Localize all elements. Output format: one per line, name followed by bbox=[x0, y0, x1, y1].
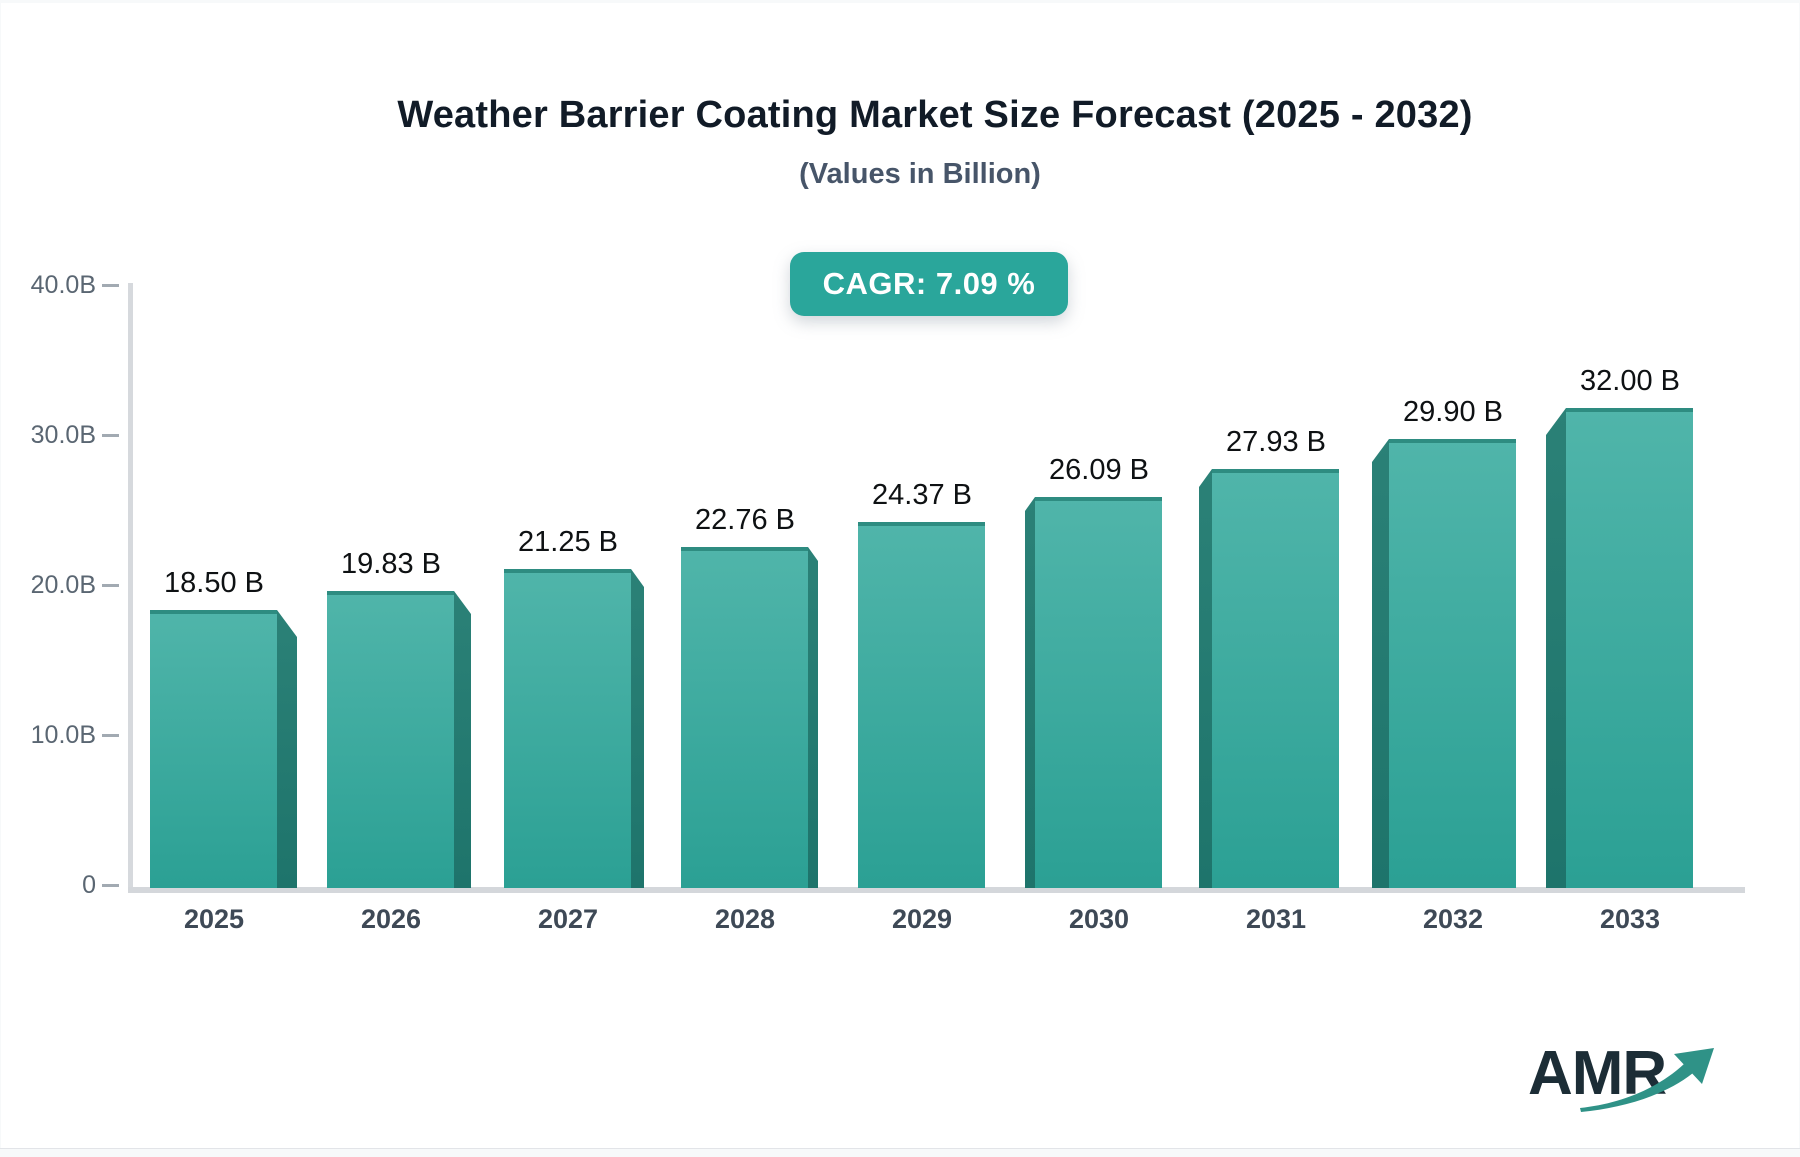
bar-top-edge bbox=[504, 569, 631, 573]
x-axis-label: 2026 bbox=[360, 904, 422, 934]
bar-front-2025 bbox=[150, 610, 277, 888]
bar-value-label: 21.25 B bbox=[518, 526, 618, 558]
bar-side-2026 bbox=[454, 591, 471, 888]
y-axis-label: 40.0B bbox=[30, 271, 96, 299]
x-axis-label: 2032 bbox=[1422, 904, 1484, 934]
bar-side-2030 bbox=[1025, 497, 1035, 888]
x-axis-label: 2033 bbox=[1599, 904, 1661, 934]
bar-top-edge bbox=[858, 522, 985, 526]
bar-value-label: 27.93 B bbox=[1226, 426, 1326, 458]
bar-top-edge bbox=[1566, 408, 1693, 412]
bar-front-2027 bbox=[504, 569, 631, 888]
bar-top-edge bbox=[1035, 497, 1162, 501]
bar-side-2027 bbox=[631, 569, 644, 888]
page-subtitle: (Values in Billion) bbox=[799, 158, 1041, 190]
y-axis-line bbox=[128, 283, 133, 892]
bar-top-edge bbox=[150, 610, 277, 614]
x-axis-label: 2031 bbox=[1245, 904, 1307, 934]
x-axis-label: 2025 bbox=[183, 904, 245, 934]
x-axis-label: 2029 bbox=[891, 904, 953, 934]
bar-front-2032 bbox=[1389, 439, 1516, 888]
page-title: Weather Barrier Coating Market Size Fore… bbox=[397, 94, 1473, 136]
bar-side-2028 bbox=[808, 547, 818, 888]
bar-side-2032 bbox=[1372, 439, 1389, 888]
bar-value-label: 29.90 B bbox=[1403, 396, 1503, 428]
bar-front-2026 bbox=[327, 591, 454, 888]
bar-top-edge bbox=[681, 547, 808, 551]
bar-top-edge bbox=[1389, 439, 1516, 443]
cagr-badge: CAGR: 7.09 % bbox=[790, 252, 1068, 316]
y-axis-tick bbox=[102, 434, 119, 437]
bar-front-2033 bbox=[1566, 408, 1693, 888]
bar-side-2033 bbox=[1546, 408, 1566, 888]
bar-value-label: 19.83 B bbox=[341, 548, 441, 580]
bar-value-label: 18.50 B bbox=[164, 567, 264, 599]
bar-side-2025 bbox=[277, 610, 297, 888]
y-axis-tick bbox=[102, 584, 119, 587]
y-axis-label: 30.0B bbox=[30, 421, 96, 449]
bar-side-2031 bbox=[1199, 469, 1212, 888]
bar-front-2028 bbox=[681, 547, 808, 888]
bar-value-label: 24.37 B bbox=[872, 479, 972, 511]
y-axis-tick bbox=[102, 734, 119, 737]
bar-front-2029 bbox=[858, 522, 985, 888]
x-axis-label: 2027 bbox=[537, 904, 599, 934]
bar-value-label: 22.76 B bbox=[695, 504, 795, 536]
y-axis-label: 20.0B bbox=[30, 571, 96, 599]
bar-value-label: 32.00 B bbox=[1580, 365, 1680, 397]
page-bottom-edge bbox=[0, 1148, 1800, 1157]
bar-value-label: 26.09 B bbox=[1049, 454, 1149, 486]
x-axis-label: 2028 bbox=[714, 904, 776, 934]
y-axis-tick bbox=[102, 284, 119, 287]
bar-top-edge bbox=[1212, 469, 1339, 473]
x-axis-baseline bbox=[128, 887, 1745, 893]
bar-front-2030 bbox=[1035, 497, 1162, 888]
bar-top-edge bbox=[327, 591, 454, 595]
trend-up-arrow-icon bbox=[1580, 1048, 1714, 1112]
bar-front-2031 bbox=[1212, 469, 1339, 888]
y-axis-label: 10.0B bbox=[30, 721, 96, 749]
cagr-badge-label: CAGR: 7.09 % bbox=[822, 266, 1036, 301]
x-axis-label: 2030 bbox=[1068, 904, 1130, 934]
y-axis-label: 0 bbox=[82, 871, 96, 899]
y-axis-tick bbox=[102, 884, 119, 887]
amr-logo: AMR bbox=[1528, 1030, 1728, 1116]
